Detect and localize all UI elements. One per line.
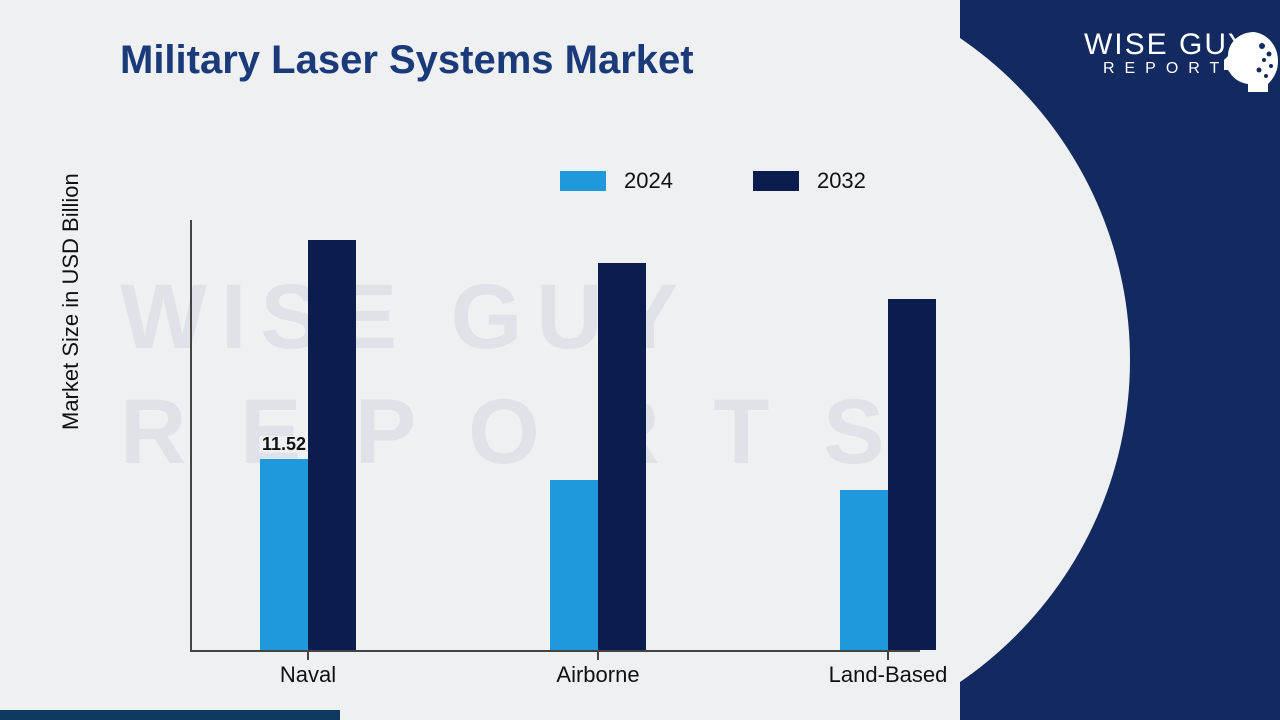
legend-item-2024: 2024 (560, 168, 673, 194)
brand-head-icon (1214, 26, 1280, 96)
legend-item-2032: 2032 (753, 168, 866, 194)
chart-title: Military Laser Systems Market (120, 38, 694, 83)
x-tick (887, 650, 889, 660)
category-label-land-based: Land-Based (829, 662, 948, 688)
chart-area: 11.52 NavalAirborneLand-Based (100, 220, 920, 650)
legend-swatch-2024 (560, 171, 606, 191)
bar-2032-land-based (888, 299, 936, 650)
legend-swatch-2032 (753, 171, 799, 191)
y-axis-label: Market Size in USD Billion (58, 173, 84, 430)
right-brand-panel (960, 0, 1280, 720)
x-tick (307, 650, 309, 660)
bar-2024-land-based (840, 490, 888, 650)
bar-2024-naval (260, 459, 308, 650)
category-labels: NavalAirborneLand-Based (190, 650, 920, 690)
chart-plot: 11.52 (190, 220, 920, 650)
bar-2032-naval (308, 240, 356, 650)
legend-label-2024: 2024 (624, 168, 673, 194)
category-label-naval: Naval (280, 662, 336, 688)
x-tick (597, 650, 599, 660)
bar-2032-airborne (598, 263, 646, 650)
bar-value-label: 11.52 (262, 434, 306, 455)
canvas: WISE GUY REPORTS WISE GUY R E P O R T S … (0, 0, 1280, 720)
legend-label-2032: 2032 (817, 168, 866, 194)
bottom-strip (0, 710, 340, 720)
chart-legend: 2024 2032 (560, 168, 866, 194)
bar-2024-airborne (550, 480, 598, 650)
category-label-airborne: Airborne (556, 662, 639, 688)
